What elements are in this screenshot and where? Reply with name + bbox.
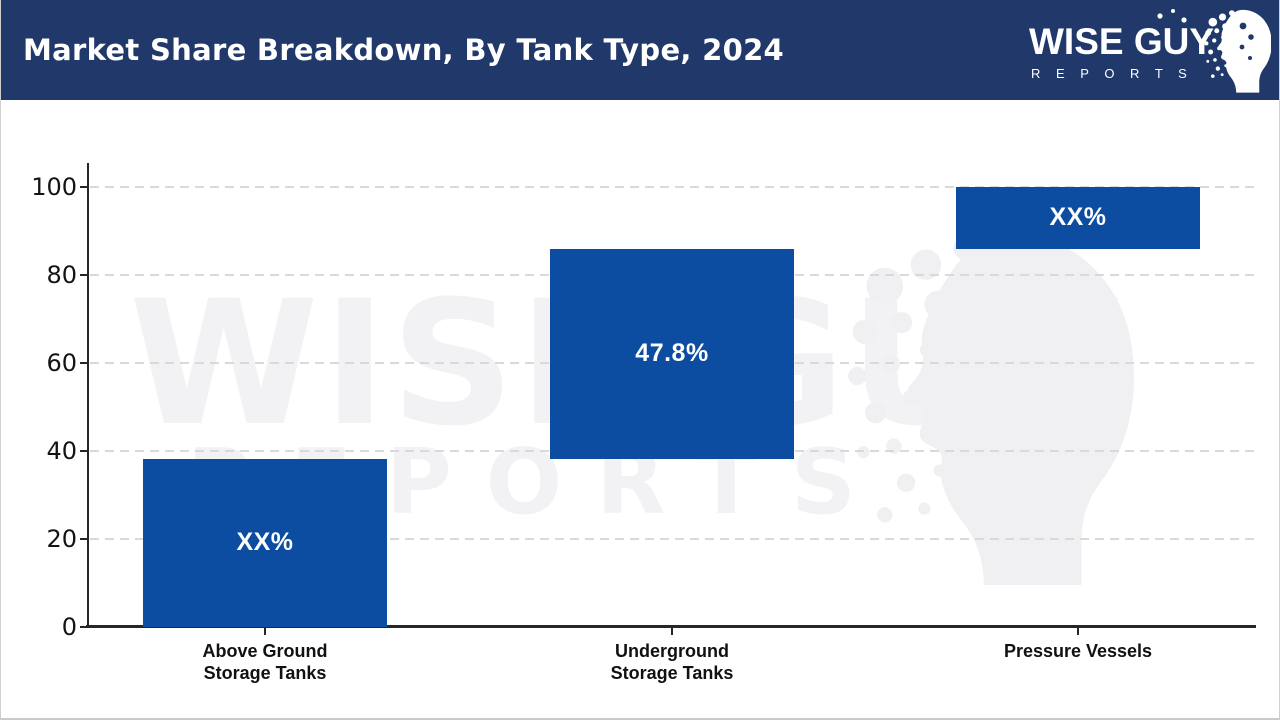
y-tick-label-40: 40 [46, 437, 77, 465]
y-tick-100 [80, 186, 88, 188]
x-category-label-2: Pressure Vessels [918, 640, 1238, 662]
y-tick-label-100: 100 [31, 173, 77, 201]
x-category-line: Storage Tanks [203, 663, 327, 683]
wise-guy-reports-logo: WISE GUY R E P O R T S [1029, 9, 1271, 93]
logo-wordmark: WISE GUY [1029, 21, 1214, 62]
y-tick-60 [80, 362, 88, 364]
y-tick-label-80: 80 [46, 261, 77, 289]
bar-segment-2: XX% [956, 187, 1200, 249]
y-axis-line [87, 163, 89, 627]
x-category-label-1: Underground Storage Tanks [512, 640, 832, 684]
y-tick-label-0: 0 [61, 613, 77, 641]
x-category-line: Pressure Vessels [1003, 641, 1153, 661]
x-tick-2 [1077, 628, 1079, 635]
y-tick-40 [80, 450, 88, 452]
header-bar: Market Share Breakdown, By Tank Type, 20… [1, 0, 1279, 100]
logo-head-dots [1239, 22, 1254, 60]
x-axis-line [86, 625, 1256, 628]
x-category-label-0: Above Ground Storage Tanks [105, 640, 425, 684]
logo-dot-icon [1181, 17, 1187, 23]
x-category-line: Storage Tanks [610, 663, 734, 683]
logo-head-icon [1204, 9, 1271, 93]
bar-segment-0: XX% [143, 458, 387, 627]
gridline-y100 [90, 186, 1254, 188]
bar-value-label-2: XX% [1049, 203, 1107, 232]
x-tick-1 [671, 628, 673, 635]
y-tick-label-60: 60 [46, 349, 77, 377]
x-tick-0 [264, 628, 266, 635]
bar-value-label-0: XX% [236, 528, 294, 557]
y-tick-0 [80, 626, 88, 628]
y-tick-20 [80, 538, 88, 540]
gridline-y20 [90, 538, 1254, 540]
logo-dot-icon [1171, 9, 1175, 13]
y-tick-80 [80, 274, 88, 276]
y-tick-label-20: 20 [46, 525, 77, 553]
x-category-line: Above Ground [202, 641, 328, 661]
bar-value-label-1: 47.8% [635, 339, 709, 368]
logo-subtext: R E P O R T S [1031, 66, 1193, 81]
logo-dot-icon [1157, 13, 1163, 19]
chart-title: Market Share Breakdown, By Tank Type, 20… [23, 33, 785, 67]
bar-segment-1: 47.8% [550, 248, 794, 459]
watermark-head-icon [848, 234, 1135, 585]
x-category-line: Underground [615, 641, 729, 661]
